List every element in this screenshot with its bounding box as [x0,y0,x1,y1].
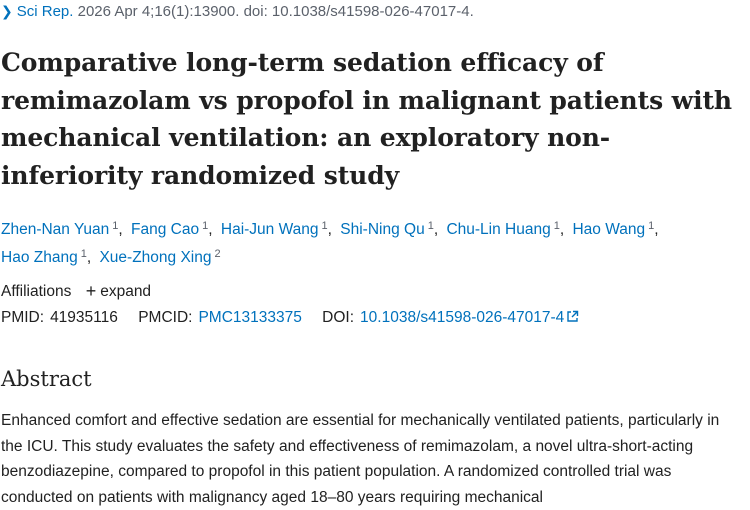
journal-link[interactable]: Sci Rep. [16,3,74,20]
author-item: Hai-Jun Wang 1, [220,220,332,238]
author-item: Hao Zhang 1, [1,248,92,266]
abstract-text: Enhanced comfort and effective sedation … [1,412,720,506]
author-link[interactable]: Zhen-Nan Yuan [1,221,110,238]
affiliation-ref[interactable]: 1 [112,220,119,232]
pmcid-label: PMCID: [138,309,193,326]
author-link[interactable]: Hao Zhang [1,249,78,266]
affiliation-ref[interactable]: 1 [648,220,655,232]
author-item: Fang Cao 1, [131,220,213,238]
identifiers-row: PMID: 41935116 PMCID: PMC13133375 DOI: 10.1… [1,309,595,327]
author-item: Zhen-Nan Yuan 1, [1,220,123,238]
citation-line: ❯ Sci Rep. 2026 Apr 4;16(1):13900. doi: 1… [1,3,474,20]
citation-details: 2026 Apr 4;16(1):13900. doi: 10.1038/s41… [77,3,474,20]
plus-icon: + [85,281,97,301]
expand-affiliations-button[interactable]: + expand [85,281,152,301]
affiliation-ref[interactable]: 1 [80,248,87,260]
author-item: Chu-Lin Huang 1, [446,220,565,238]
doi-label: DOI: [322,309,355,326]
expand-label: expand [100,283,152,300]
author-link[interactable]: Hao Wang [572,221,646,238]
affiliation-ref[interactable]: 1 [427,220,434,232]
affiliation-ref[interactable]: 1 [553,220,560,232]
doi-group: DOI: 10.1038/s41598-026-47017-4 [322,309,579,326]
article-title: Comparative long-term sedation efficacy … [1,48,732,190]
pmcid-group: PMCID: PMC13133375 [138,309,302,326]
affiliation-ref[interactable]: 1 [202,220,209,232]
author-link[interactable]: Xue-Zhong Xing [99,249,212,266]
affiliation-ref[interactable]: 2 [214,248,221,260]
pmcid-link[interactable]: PMC13133375 [198,309,302,326]
pmid-value: 41935116 [50,309,118,326]
author-link[interactable]: Shi-Ning Qu [340,221,425,238]
author-link[interactable]: Chu-Lin Huang [446,221,551,238]
chevron-right-icon[interactable]: ❯ [1,3,13,19]
affiliation-ref[interactable]: 1 [321,220,328,232]
author-list: Zhen-Nan Yuan 1, Fang Cao 1, Hai-Jun Wang 1… [1,214,731,270]
author-link[interactable]: Hai-Jun Wang [220,221,319,238]
affiliations-row: Affiliations + expand [1,281,151,302]
affiliations-label: Affiliations [1,283,72,300]
author-item: Shi-Ning Qu 1, [340,220,439,238]
doi-link[interactable]: 10.1038/s41598-026-47017-4 [360,309,565,326]
author-link[interactable]: Fang Cao [131,221,200,238]
pmid-label: PMID: [1,309,45,326]
pmid-group: PMID: 41935116 [1,309,118,326]
abstract-heading: Abstract [1,367,92,391]
author-item: Hao Wang 1, [572,220,659,238]
external-link-icon[interactable] [566,310,579,323]
author-item: Xue-Zhong Xing 2 [99,248,221,266]
